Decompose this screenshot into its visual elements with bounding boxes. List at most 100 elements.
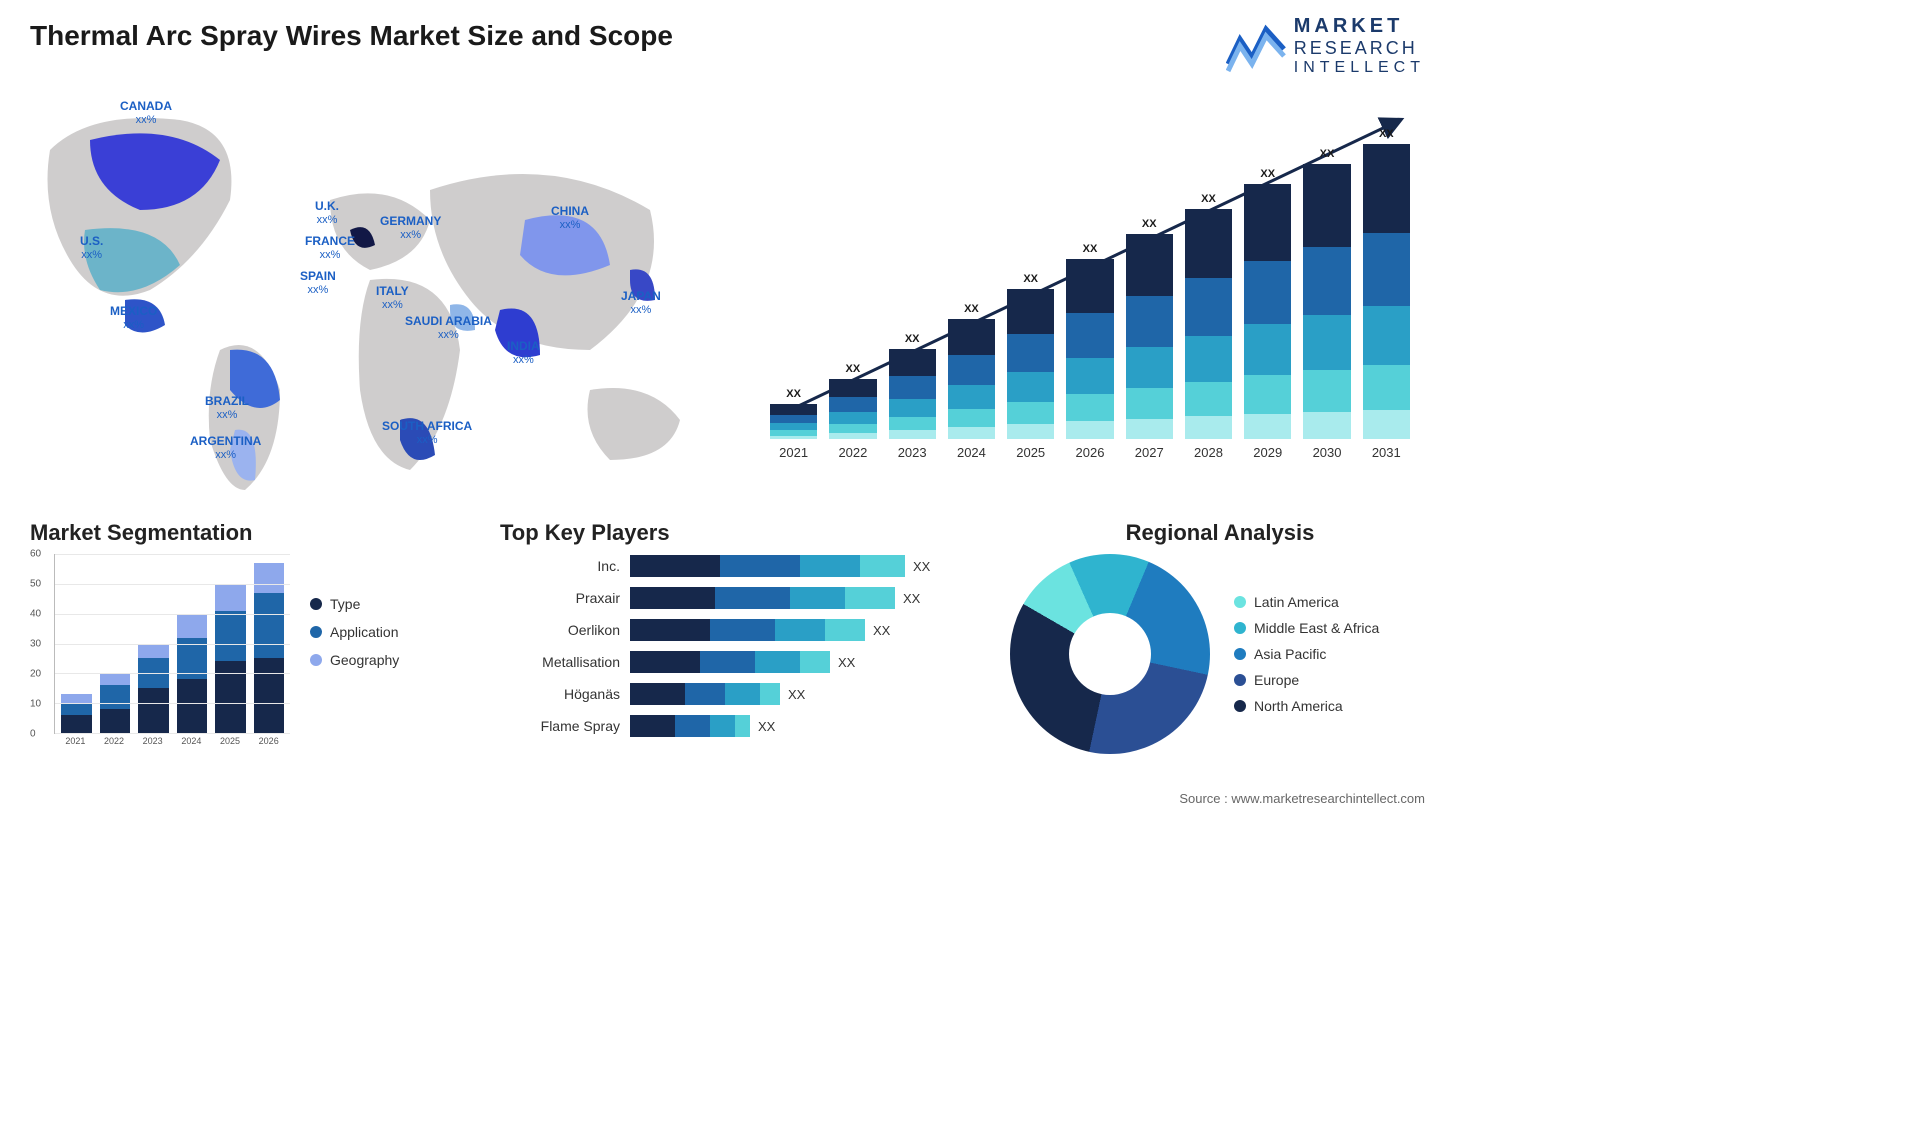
seg-bar-2026 xyxy=(254,563,285,733)
regional-title: Regional Analysis xyxy=(1010,520,1430,546)
player-name: Oerlikon xyxy=(500,622,630,638)
legend-label: Middle East & Africa xyxy=(1254,620,1379,636)
bar-value-label: XX xyxy=(1260,168,1275,180)
segmentation-title: Market Segmentation xyxy=(30,520,460,546)
world-map: CANADAxx%U.S.xx%MEXICOxx%BRAZILxx%ARGENT… xyxy=(30,90,720,490)
legend-swatch xyxy=(1234,596,1246,608)
year-label: 2023 xyxy=(898,445,927,460)
player-value: XX xyxy=(913,559,930,574)
bar-2022: XX 2022 xyxy=(829,363,876,460)
seg-year-label: 2024 xyxy=(176,736,207,754)
legend-swatch xyxy=(310,598,322,610)
map-label-italy: ITALYxx% xyxy=(376,285,409,311)
bar-2031: XX2031 xyxy=(1363,128,1410,460)
legend-swatch xyxy=(310,654,322,666)
year-label: 2024 xyxy=(957,445,986,460)
bar-2027: XX 2027 xyxy=(1126,218,1173,460)
player-row: Inc. XX xyxy=(500,554,980,578)
map-label-mexico: MEXICOxx% xyxy=(110,305,157,331)
year-label: 2021 xyxy=(779,445,808,460)
bar-2021: XX 2021 xyxy=(770,388,817,460)
logo-icon xyxy=(1226,19,1286,74)
map-label-canada: CANADAxx% xyxy=(120,100,172,126)
bar-2025: XX2025 xyxy=(1007,273,1054,460)
player-row: PraxairXX xyxy=(500,586,980,610)
map-label-spain: SPAINxx% xyxy=(300,270,336,296)
logo-line2: RESEARCH xyxy=(1294,38,1425,59)
bar-value-label: XX xyxy=(1083,243,1098,255)
seg-year-label: 2025 xyxy=(215,736,246,754)
player-value: XX xyxy=(838,655,855,670)
bar-2030: XX2030 xyxy=(1303,148,1350,460)
bar-value-label: XX xyxy=(846,363,861,375)
year-label: 2022 xyxy=(838,445,867,460)
year-label: 2028 xyxy=(1194,445,1223,460)
y-tick: 30 xyxy=(30,639,41,650)
y-tick: 20 xyxy=(30,669,41,680)
bar-2024: XX 2024 xyxy=(948,303,995,460)
player-value: XX xyxy=(873,623,890,638)
player-row: Oerlikon XX xyxy=(500,618,980,642)
key-players-panel: Top Key Players Inc.XXPraxairXXOerlikonX… xyxy=(500,520,980,780)
map-label-china: CHINAxx% xyxy=(551,205,589,231)
bar-value-label: XX xyxy=(1142,218,1157,230)
map-svg xyxy=(30,90,720,490)
map-label-saudiarabia: SAUDI ARABIAxx% xyxy=(405,315,492,341)
page-title: Thermal Arc Spray Wires Market Size and … xyxy=(30,20,673,52)
segmentation-legend: Type Application Geography xyxy=(310,584,399,680)
player-row: Flame Spray XX xyxy=(500,714,980,738)
y-tick: 40 xyxy=(30,609,41,620)
regional-panel: Regional Analysis Latin America Middle Ea… xyxy=(1010,520,1430,780)
bar-value-label: XX xyxy=(1320,148,1335,160)
player-value: XX xyxy=(758,719,775,734)
y-tick: 0 xyxy=(30,729,36,740)
seg-bar-2021 xyxy=(61,694,92,733)
logo-line1: MARKET xyxy=(1294,15,1425,38)
map-label-france: FRANCExx% xyxy=(305,235,355,261)
bar-value-label: XX xyxy=(964,303,979,315)
legend-swatch xyxy=(1234,622,1246,634)
region-legend-item: Latin America xyxy=(1234,594,1379,610)
region-legend-item: Middle East & Africa xyxy=(1234,620,1379,636)
bar-2028: XX2028 xyxy=(1185,193,1232,460)
year-label: 2026 xyxy=(1076,445,1105,460)
legend-label: Application xyxy=(330,624,399,640)
legend-swatch xyxy=(1234,674,1246,686)
year-label: 2025 xyxy=(1016,445,1045,460)
seg-year-label: 2023 xyxy=(137,736,168,754)
player-name: Höganäs xyxy=(500,686,630,702)
source-line: Source : www.marketresearchintellect.com xyxy=(1179,791,1425,806)
player-name: Flame Spray xyxy=(500,718,630,734)
y-tick: 10 xyxy=(30,699,41,710)
bar-value-label: XX xyxy=(786,388,801,400)
region-legend-item: North America xyxy=(1234,698,1379,714)
legend-swatch xyxy=(1234,648,1246,660)
legend-label: North America xyxy=(1254,698,1343,714)
year-label: 2029 xyxy=(1253,445,1282,460)
bar-value-label: XX xyxy=(905,333,920,345)
map-label-uk: U.K.xx% xyxy=(315,200,339,226)
region-legend-item: Asia Pacific xyxy=(1234,646,1379,662)
regional-donut xyxy=(1010,554,1210,754)
bar-2026: XX 2026 xyxy=(1066,243,1113,460)
y-tick: 60 xyxy=(30,549,41,560)
logo-line3: INTELLECT xyxy=(1294,59,1425,77)
market-size-chart: XX2021XX2022XX2023XX2024XX2025XX2026XX20… xyxy=(760,90,1420,490)
seg-year-label: 2022 xyxy=(99,736,130,754)
seg-bar-2023 xyxy=(138,644,169,734)
year-label: 2027 xyxy=(1135,445,1164,460)
legend-label: Geography xyxy=(330,652,399,668)
player-name: Inc. xyxy=(500,558,630,574)
player-value: XX xyxy=(903,591,920,606)
year-label: 2031 xyxy=(1372,445,1401,460)
legend-label: Europe xyxy=(1254,672,1299,688)
map-label-japan: JAPANxx% xyxy=(621,290,661,316)
player-row: Metallisation XX xyxy=(500,650,980,674)
legend-label: Asia Pacific xyxy=(1254,646,1326,662)
bar-2029: XX 2029 xyxy=(1244,168,1291,460)
legend-item: Type xyxy=(310,596,399,612)
legend-label: Latin America xyxy=(1254,594,1339,610)
legend-item: Application xyxy=(310,624,399,640)
regional-legend: Latin America Middle East & Africa Asia Pa… xyxy=(1234,584,1379,724)
player-name: Metallisation xyxy=(500,654,630,670)
